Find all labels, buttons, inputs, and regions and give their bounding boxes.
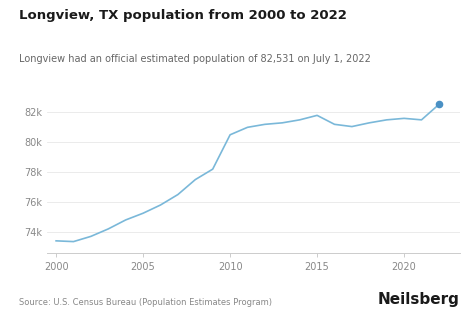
- Point: [435, 102, 443, 107]
- Text: Source: U.S. Census Bureau (Population Estimates Program): Source: U.S. Census Bureau (Population E…: [19, 298, 272, 307]
- Text: Longview had an official estimated population of 82,531 on July 1, 2022: Longview had an official estimated popul…: [19, 54, 371, 64]
- Text: Neilsberg: Neilsberg: [378, 292, 460, 307]
- Text: Longview, TX population from 2000 to 2022: Longview, TX population from 2000 to 202…: [19, 9, 347, 22]
